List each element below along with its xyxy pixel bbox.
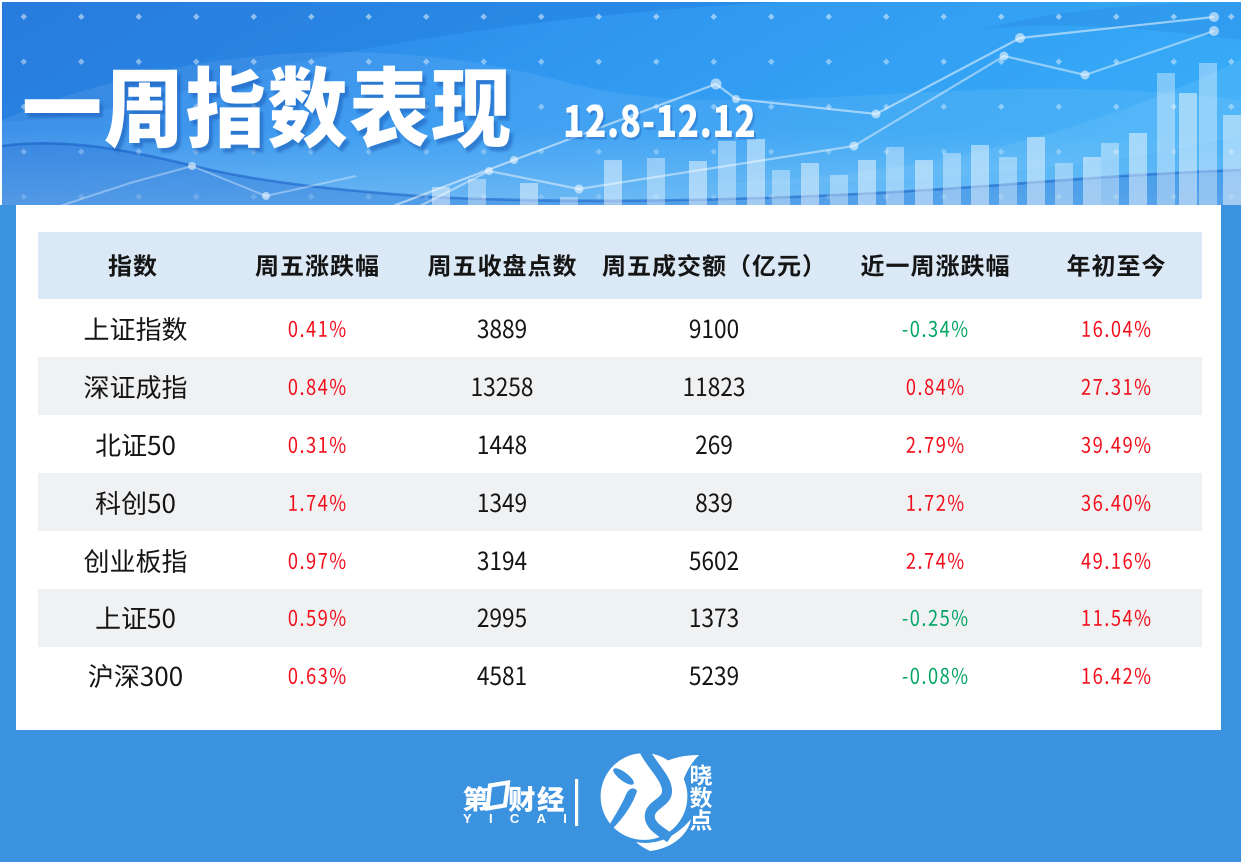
svg-text:YICAI: YICAI (463, 811, 584, 826)
